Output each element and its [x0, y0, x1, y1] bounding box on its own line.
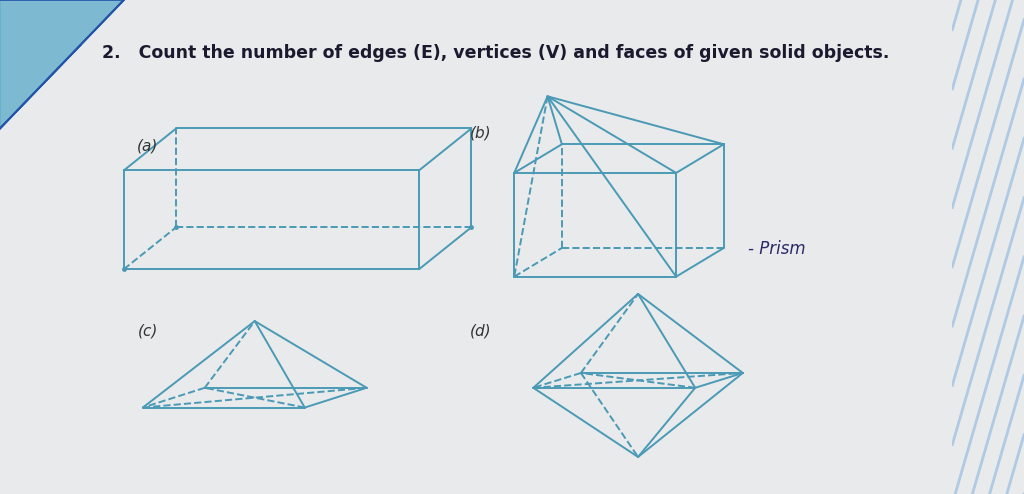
- Polygon shape: [0, 0, 124, 128]
- Text: (a): (a): [137, 138, 159, 153]
- Text: (c): (c): [137, 324, 158, 338]
- Text: 2.   Count the number of edges (E), vertices (V) and faces of given solid object: 2. Count the number of edges (E), vertic…: [101, 44, 889, 62]
- Text: - Prism: - Prism: [748, 241, 805, 258]
- Text: (d): (d): [470, 324, 492, 338]
- Text: (b): (b): [470, 126, 492, 141]
